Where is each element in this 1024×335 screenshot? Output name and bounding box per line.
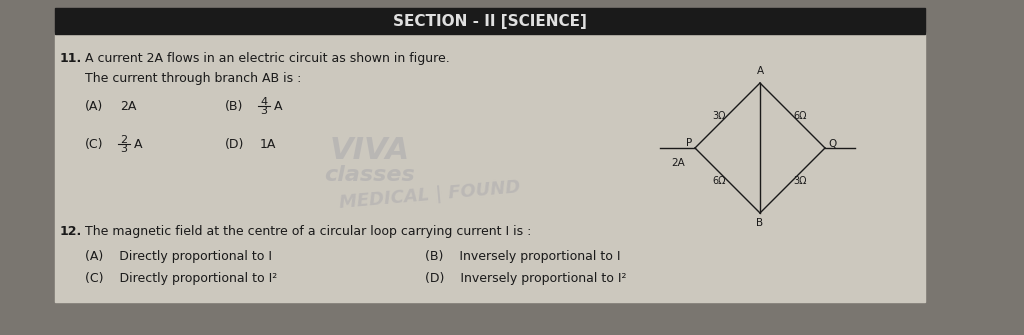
Text: (A)    Directly proportional to I: (A) Directly proportional to I [85, 250, 272, 263]
Text: (D)    Inversely proportional to I²: (D) Inversely proportional to I² [425, 272, 627, 285]
Text: 6Ω: 6Ω [794, 111, 807, 121]
Text: (B): (B) [225, 100, 244, 113]
Text: (C): (C) [85, 138, 103, 151]
Text: VIVA: VIVA [330, 135, 410, 164]
Bar [55, 8, 925, 34]
Text: 3: 3 [260, 106, 267, 116]
Text: classes: classes [325, 165, 416, 185]
Text: 2A: 2A [671, 158, 685, 168]
Text: (A): (A) [85, 100, 103, 113]
Text: 11.: 11. [60, 52, 82, 65]
Text: 2: 2 [120, 135, 127, 145]
Text: 3Ω: 3Ω [794, 176, 807, 186]
Text: B: B [757, 218, 764, 228]
Text: The current through branch AB is :: The current through branch AB is : [85, 72, 301, 85]
Text: (C)    Directly proportional to I²: (C) Directly proportional to I² [85, 272, 278, 285]
Text: 12.: 12. [60, 225, 82, 238]
Text: 3: 3 [120, 144, 127, 154]
Text: Q: Q [828, 139, 837, 149]
Text: 3Ω: 3Ω [713, 111, 726, 121]
Text: A: A [134, 138, 142, 151]
Text: A current 2A flows in an electric circuit as shown in figure.: A current 2A flows in an electric circui… [85, 52, 450, 65]
Text: 1A: 1A [260, 138, 276, 151]
Text: (B)    Inversely proportional to I: (B) Inversely proportional to I [425, 250, 621, 263]
Text: 6Ω: 6Ω [713, 176, 726, 186]
Text: 2A: 2A [120, 100, 136, 113]
Text: The magnetic field at the centre of a circular loop carrying current I is :: The magnetic field at the centre of a ci… [85, 225, 531, 238]
Text: MEDICAL | FOUND: MEDICAL | FOUND [339, 178, 521, 212]
Text: 4: 4 [260, 97, 267, 107]
Text: A: A [757, 66, 764, 76]
Text: SECTION - II [SCIENCE]: SECTION - II [SCIENCE] [393, 13, 587, 28]
Text: P: P [686, 138, 692, 148]
Text: A: A [274, 100, 283, 113]
Bar [55, 32, 925, 302]
Text: (D): (D) [225, 138, 245, 151]
